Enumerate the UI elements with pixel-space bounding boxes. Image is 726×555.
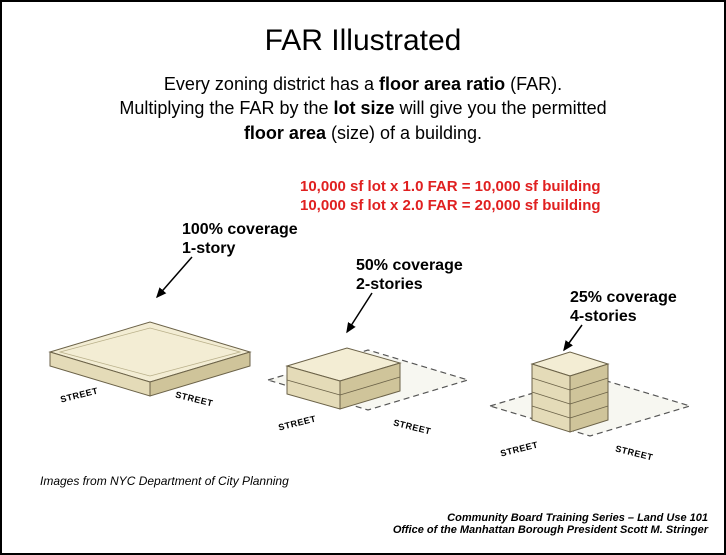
label-building-2: 50% coverage 2-stories	[356, 256, 463, 294]
label-b3-l1: 25% coverage	[570, 289, 677, 306]
building-2	[268, 293, 468, 410]
credit-r2: Office of the Manhattan Borough Presiden…	[393, 524, 708, 536]
credit-footer: Community Board Training Series – Land U…	[356, 512, 708, 536]
credit-r1: Community Board Training Series – Land U…	[447, 512, 708, 524]
label-b1-l2: 1-story	[182, 240, 235, 257]
label-b2-l2: 2-stories	[356, 276, 423, 293]
label-b2-l1: 50% coverage	[356, 257, 463, 274]
label-building-3: 25% coverage 4-stories	[570, 288, 677, 326]
building-3	[490, 325, 690, 436]
label-b1-l1: 100% coverage	[182, 221, 298, 238]
building-1	[50, 257, 250, 396]
label-building-1: 100% coverage 1-story	[182, 220, 298, 258]
label-b3-l2: 4-stories	[570, 308, 637, 325]
credit-source: Images from NYC Department of City Plann…	[40, 474, 289, 488]
slide-container: FAR Illustrated Every zoning district ha…	[0, 0, 726, 555]
